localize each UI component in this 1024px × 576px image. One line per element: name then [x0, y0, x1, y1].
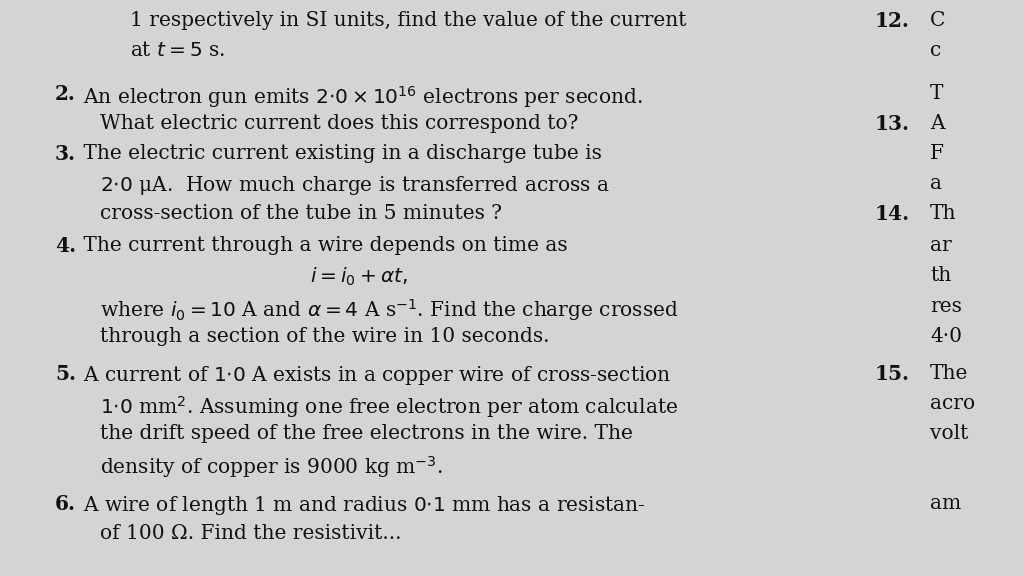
Text: where $i_0 = 10$ A and $\alpha = 4$ A s$^{-1}$. Find the charge crossed: where $i_0 = 10$ A and $\alpha = 4$ A s$…	[100, 297, 679, 323]
Text: acro: acro	[930, 394, 975, 413]
Text: of 100 Ω. Find the resistivit...: of 100 Ω. Find the resistivit...	[100, 524, 401, 543]
Text: 13.: 13.	[874, 114, 910, 134]
Text: A: A	[930, 114, 944, 133]
Text: res: res	[930, 297, 962, 316]
Text: 6.: 6.	[55, 494, 76, 514]
Text: at $t = 5$ s.: at $t = 5$ s.	[130, 41, 225, 60]
Text: 2.: 2.	[55, 84, 76, 104]
Text: What electric current does this correspond to?: What electric current does this correspo…	[100, 114, 579, 133]
Text: 4.: 4.	[55, 236, 76, 256]
Text: An electron gun emits $2{\cdot}0 \times 10^{16}$ electrons per second.: An electron gun emits $2{\cdot}0 \times …	[77, 84, 643, 110]
Text: C: C	[930, 11, 945, 30]
Text: 1 respectively in SI units, find the value of the current: 1 respectively in SI units, find the val…	[130, 11, 686, 30]
Text: c: c	[930, 41, 941, 60]
Text: Th: Th	[930, 204, 956, 223]
Text: 15.: 15.	[874, 364, 910, 384]
Text: $2{\cdot}0$ μA.  How much charge is transferred across a: $2{\cdot}0$ μA. How much charge is trans…	[100, 174, 609, 197]
Text: The electric current existing in a discharge tube is: The electric current existing in a disch…	[77, 144, 602, 163]
Text: 12.: 12.	[874, 11, 910, 31]
Text: volt: volt	[930, 424, 969, 443]
Text: 5.: 5.	[55, 364, 76, 384]
Text: T: T	[930, 84, 943, 103]
Text: th: th	[930, 266, 951, 285]
Text: 4·0: 4·0	[930, 327, 962, 346]
Text: 3.: 3.	[55, 144, 76, 164]
Text: the drift speed of the free electrons in the wire. The: the drift speed of the free electrons in…	[100, 424, 633, 443]
Text: a: a	[930, 174, 942, 193]
Text: through a section of the wire in 10 seconds.: through a section of the wire in 10 seco…	[100, 327, 550, 346]
Text: ar: ar	[930, 236, 951, 255]
Text: $i = i_0 + \alpha t,$: $i = i_0 + \alpha t,$	[310, 266, 408, 289]
Text: cross-section of the tube in 5 minutes ?: cross-section of the tube in 5 minutes ?	[100, 204, 502, 223]
Text: density of copper is 9000 kg m$^{-3}$.: density of copper is 9000 kg m$^{-3}$.	[100, 454, 442, 480]
Text: A wire of length 1 m and radius $0{\cdot}1$ mm has a resistan-: A wire of length 1 m and radius $0{\cdot…	[77, 494, 646, 517]
Text: A current of $1{\cdot}0$ A exists in a copper wire of cross-section: A current of $1{\cdot}0$ A exists in a c…	[77, 364, 671, 387]
Text: The: The	[930, 364, 969, 383]
Text: am: am	[930, 494, 962, 513]
Text: F: F	[930, 144, 944, 163]
Text: The current through a wire depends on time as: The current through a wire depends on ti…	[77, 236, 567, 255]
Text: $1{\cdot}0$ mm$^2$. Assuming one free electron per atom calculate: $1{\cdot}0$ mm$^2$. Assuming one free el…	[100, 394, 678, 420]
Text: 14.: 14.	[874, 204, 910, 224]
